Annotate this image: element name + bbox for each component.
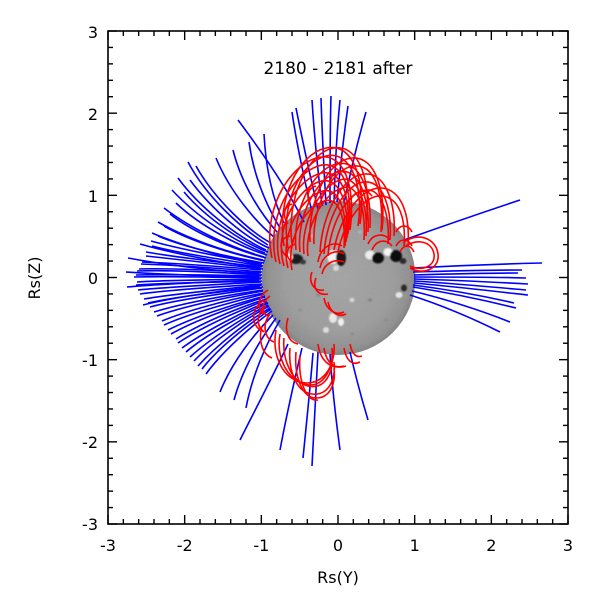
axis-ticks [107, 30, 569, 525]
x-tick-label: 2 [486, 536, 496, 555]
y-tick-labels: -3 -2 -1 0 1 2 3 [82, 23, 98, 534]
y-tick-label: 0 [88, 269, 98, 288]
x-tick-label: -3 [100, 536, 116, 555]
closed-field-lines-south [259, 317, 363, 401]
y-axis-label: Rs(Z) [25, 257, 44, 300]
x-tick-label: -1 [253, 536, 269, 555]
closed-field-lines-misc [283, 170, 413, 233]
y-tick-label: 3 [88, 23, 98, 42]
y-tick-label: 1 [88, 187, 98, 206]
open-field-lines-right [403, 199, 543, 333]
magnetogram-features [285, 212, 407, 336]
x-tick-label: 3 [563, 536, 573, 555]
closed-field-lines-north [268, 146, 410, 271]
closed-field-lines-east-limb [252, 289, 275, 343]
y-tick-label: -1 [82, 351, 98, 370]
x-tick-label: -2 [177, 536, 193, 555]
plot-title: 2180 - 2181 after [263, 59, 412, 79]
open-field-lines-left [125, 133, 285, 409]
y-tick-label: -2 [82, 433, 98, 452]
x-axis-label: Rs(Y) [317, 568, 359, 587]
x-tick-labels: -3 -2 -1 0 1 2 3 [100, 536, 573, 555]
x-tick-label: 0 [333, 536, 343, 555]
x-tick-label: 1 [410, 536, 420, 555]
closed-field-lines-west-limb [403, 236, 439, 272]
y-tick-label: -3 [82, 515, 98, 534]
y-tick-label: 2 [88, 105, 98, 124]
